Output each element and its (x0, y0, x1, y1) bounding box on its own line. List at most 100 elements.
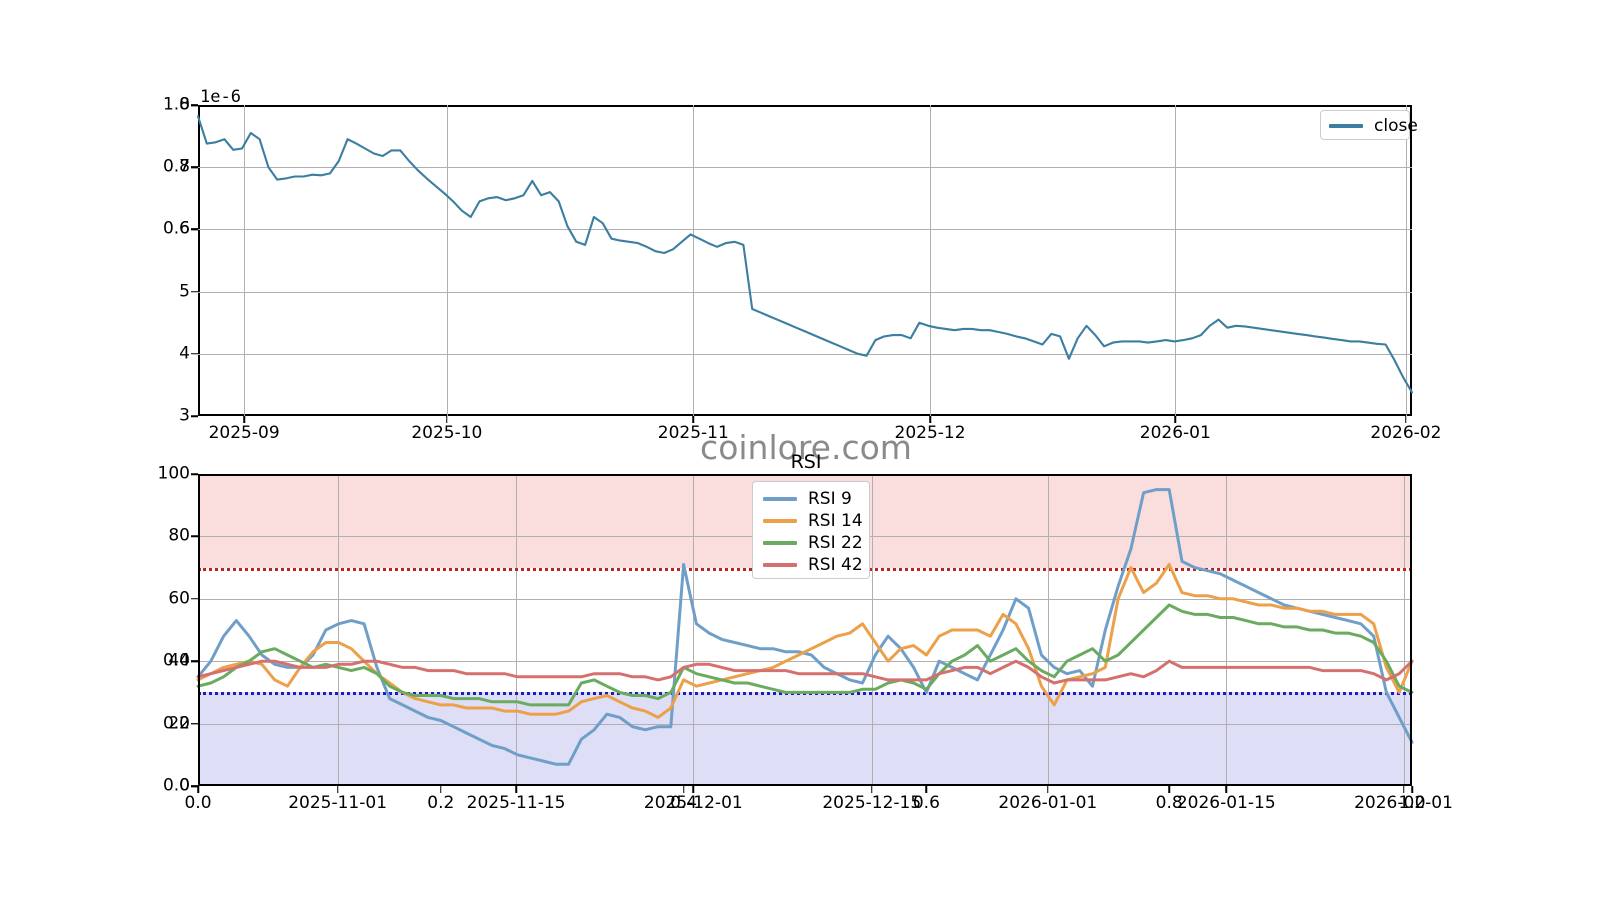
y-tick-label-secondary: 0.4 (162, 650, 190, 671)
y-tick-mark (191, 290, 198, 293)
x-tick-mark-secondary (1168, 786, 1170, 793)
x-tick-mark (1225, 786, 1227, 793)
rsi-axes-spine-top (198, 474, 1412, 476)
x-tick-label: 2026-02-01 (1354, 793, 1453, 813)
rsi-series-line (196, 563, 1414, 719)
legend-label: RSI 9 (808, 488, 852, 509)
y-tick-label: 100 (157, 463, 190, 484)
gridline (930, 105, 932, 416)
x-tick-mark (1405, 416, 1407, 423)
price-series-line (196, 115, 1414, 394)
x-tick-label: 2025-12-15 (822, 793, 922, 813)
y-tick-mark-secondary (191, 166, 198, 168)
x-tick-mark (692, 786, 695, 793)
rsi-axes-spine-bottom (198, 784, 1412, 786)
legend-item[interactable]: RSI 9 (763, 488, 859, 510)
gridline (1175, 105, 1177, 416)
gridline (693, 474, 695, 786)
x-tick-mark (929, 416, 931, 423)
x-tick-label: 2025-09 (208, 423, 280, 443)
x-tick-mark (446, 416, 448, 423)
x-tick-label: 2026-01-01 (998, 793, 1098, 813)
y-tick-label-secondary: 0.0 (162, 775, 190, 796)
gridline (198, 723, 1412, 725)
x-tick-label: 2025-11 (657, 423, 729, 443)
watermark: coinlore.com (700, 428, 912, 467)
y-tick-label: 80 (168, 525, 190, 546)
rsi-axes-spine-right (1410, 474, 1412, 786)
x-tick-mark (243, 416, 245, 423)
gridline (198, 661, 1412, 663)
y-tick-mark (191, 353, 198, 355)
legend-color-swatch (763, 497, 797, 501)
gridline (337, 474, 339, 786)
x-tick-mark-secondary (682, 786, 685, 793)
price-axes-spine-left (198, 105, 200, 416)
gridline (198, 598, 1412, 600)
gridline (1226, 474, 1228, 786)
legend-label: RSI 14 (808, 510, 863, 531)
rsi-series-line (196, 659, 1414, 685)
x-tick-mark-secondary (925, 786, 928, 793)
y-tick-label: 40 (168, 650, 190, 671)
rsi-series-line (196, 603, 1414, 707)
y-tick-label-secondary: 0.8 (162, 156, 190, 177)
legend-item[interactable]: RSI 42 (763, 554, 863, 576)
x-tick-label-secondary: 0.4 (670, 793, 698, 813)
x-tick-label: 2025-11-01 (288, 793, 388, 813)
price-axis-offset-label: 1e-6 (200, 87, 241, 107)
x-tick-label: 2026-02 (1370, 423, 1442, 443)
x-tick-mark-secondary (440, 786, 442, 793)
legend-item[interactable]: RSI 14 (763, 510, 863, 532)
y-tick-label: 0 (179, 775, 190, 796)
legend-label: RSI 22 (808, 532, 863, 553)
rsi-lines-svg (196, 488, 1414, 766)
y-tick-mark-secondary (191, 785, 198, 787)
y-tick-label: 3 (179, 405, 190, 426)
x-tick-mark (871, 786, 873, 793)
price-chart-axes (196, 105, 1414, 416)
gridline (1403, 474, 1405, 786)
y-tick-label: 6 (179, 218, 190, 239)
x-tick-label-secondary: 1.0 (1398, 793, 1426, 813)
y-tick-label: 20 (168, 713, 190, 734)
legend-color-swatch (763, 563, 797, 567)
gridline (693, 105, 695, 416)
x-tick-mark (336, 786, 339, 793)
price-chart-legend[interactable]: close (1320, 110, 1418, 140)
x-tick-label-secondary: 0.8 (1155, 793, 1183, 813)
x-tick-label-secondary: 0.6 (912, 793, 940, 813)
x-tick-label: 2025-11-15 (466, 793, 566, 813)
y-tick-mark (191, 535, 198, 538)
x-tick-label: 2025-10 (411, 423, 483, 443)
price-line-svg (196, 115, 1414, 394)
x-tick-mark (515, 786, 517, 793)
y-tick-label: 4 (179, 343, 190, 364)
legend-label: close (1374, 115, 1418, 136)
rsi-chart-title: RSI (790, 451, 822, 473)
legend-item[interactable]: close (1329, 115, 1418, 137)
y-tick-label: 8 (179, 94, 190, 115)
rsi-oversold-band (198, 692, 1412, 786)
y-tick-mark (191, 598, 198, 600)
x-tick-label-secondary: 0.2 (427, 793, 455, 813)
gridline (516, 474, 518, 786)
legend-label: RSI 42 (808, 554, 863, 575)
y-tick-mark-secondary (191, 722, 198, 725)
rsi-chart-legend[interactable]: RSI 9 RSI 14 RSI 22 RSI 42 (752, 481, 870, 579)
rsi-axes-spine-left (198, 474, 200, 786)
x-tick-label: 2025-12-01 (643, 793, 743, 813)
y-tick-label-secondary: 0.2 (162, 713, 190, 734)
gridline (1405, 105, 1407, 416)
y-tick-label: 7 (179, 156, 190, 177)
gridline (446, 105, 448, 416)
gridline (244, 105, 246, 416)
x-tick-mark (1047, 786, 1049, 793)
legend-item[interactable]: RSI 22 (763, 532, 863, 554)
legend-color-swatch (763, 541, 797, 545)
x-tick-label-secondary: 0.0 (184, 793, 212, 813)
y-tick-mark-secondary (191, 660, 198, 662)
price-axes-spine-bottom (198, 414, 1412, 416)
gridline (198, 291, 1412, 293)
